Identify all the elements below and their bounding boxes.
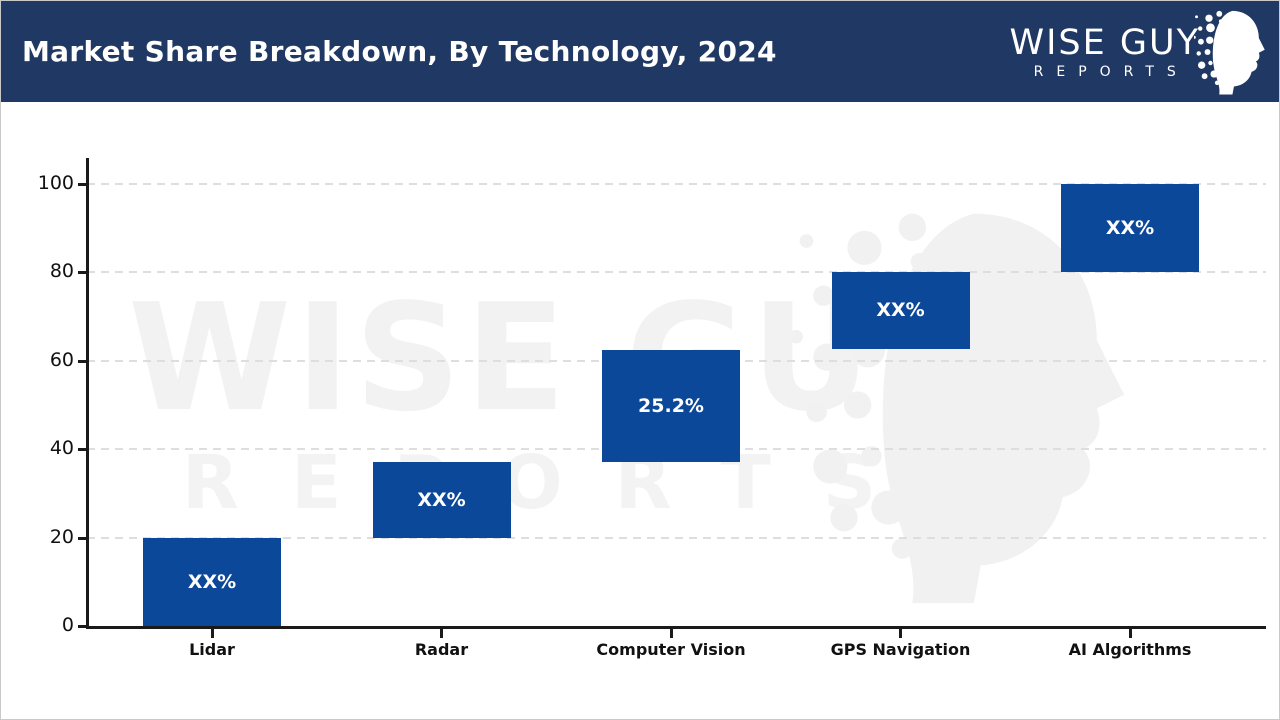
- bar-value-label: XX%: [1105, 216, 1155, 239]
- bar-value-label: XX%: [187, 570, 237, 593]
- y-tick-mark: [78, 536, 87, 540]
- page-title: Market Share Breakdown, By Technology, 2…: [22, 34, 777, 68]
- x-category-label-computer-vision: Computer Vision: [596, 640, 746, 659]
- y-tick-label-0: 0: [61, 614, 74, 636]
- bar-value-label: XX%: [876, 299, 925, 322]
- bar-value-label: XX%: [417, 488, 466, 511]
- x-tick-mark: [899, 629, 902, 638]
- bar-lidar: XX%: [143, 537, 281, 626]
- y-tick-mark: [78, 448, 87, 452]
- bar-value-label: 25.2%: [638, 394, 704, 417]
- brand-logo-text: WISE GUY REPORTS: [1009, 25, 1200, 80]
- bar-radar: XX%: [372, 461, 511, 538]
- y-tick-mark: [78, 359, 87, 363]
- bar-gps-navigation: XX%: [831, 271, 970, 349]
- brand-face-icon: [1194, 10, 1265, 95]
- gridline-80: [87, 271, 1266, 274]
- y-tick-label-20: 20: [49, 525, 74, 548]
- x-category-label-lidar: Lidar: [189, 640, 235, 659]
- y-tick-label-40: 40: [49, 437, 74, 460]
- x-category-label-gps-navigation: GPS Navigation: [830, 640, 971, 659]
- y-tick-mark: [78, 625, 87, 628]
- y-tick-label-60: 60: [49, 348, 74, 371]
- bar-ai-algorithms: XX%: [1061, 184, 1199, 272]
- y-axis-line: [86, 158, 89, 628]
- y-tick-mark: [78, 271, 87, 275]
- bar-computer-vision: 25.2%: [602, 350, 740, 462]
- brand-logo: WISE GUY REPORTS: [1009, 6, 1268, 98]
- x-tick-mark: [669, 629, 673, 638]
- x-axis-line: [86, 626, 1266, 629]
- gridline-100: [87, 183, 1266, 185]
- gridline-20: [87, 536, 1266, 539]
- y-tick-label-80: 80: [49, 260, 74, 283]
- x-tick-mark: [1128, 629, 1132, 638]
- header-bar: Market Share Breakdown, By Technology, 2…: [0, 0, 1280, 102]
- x-tick-mark: [440, 629, 443, 638]
- y-tick-mark: [78, 183, 87, 186]
- y-tick-label-100: 100: [37, 172, 74, 194]
- x-category-label-ai-algorithms: AI Algorithms: [1068, 640, 1192, 659]
- brand-name: WISE GUY: [1009, 22, 1200, 63]
- brand-subtitle: REPORTS: [1033, 63, 1189, 80]
- x-tick-mark: [210, 629, 214, 638]
- watermark-subtitle-text: REPORTS: [182, 440, 929, 526]
- x-category-label-radar: Radar: [414, 640, 469, 659]
